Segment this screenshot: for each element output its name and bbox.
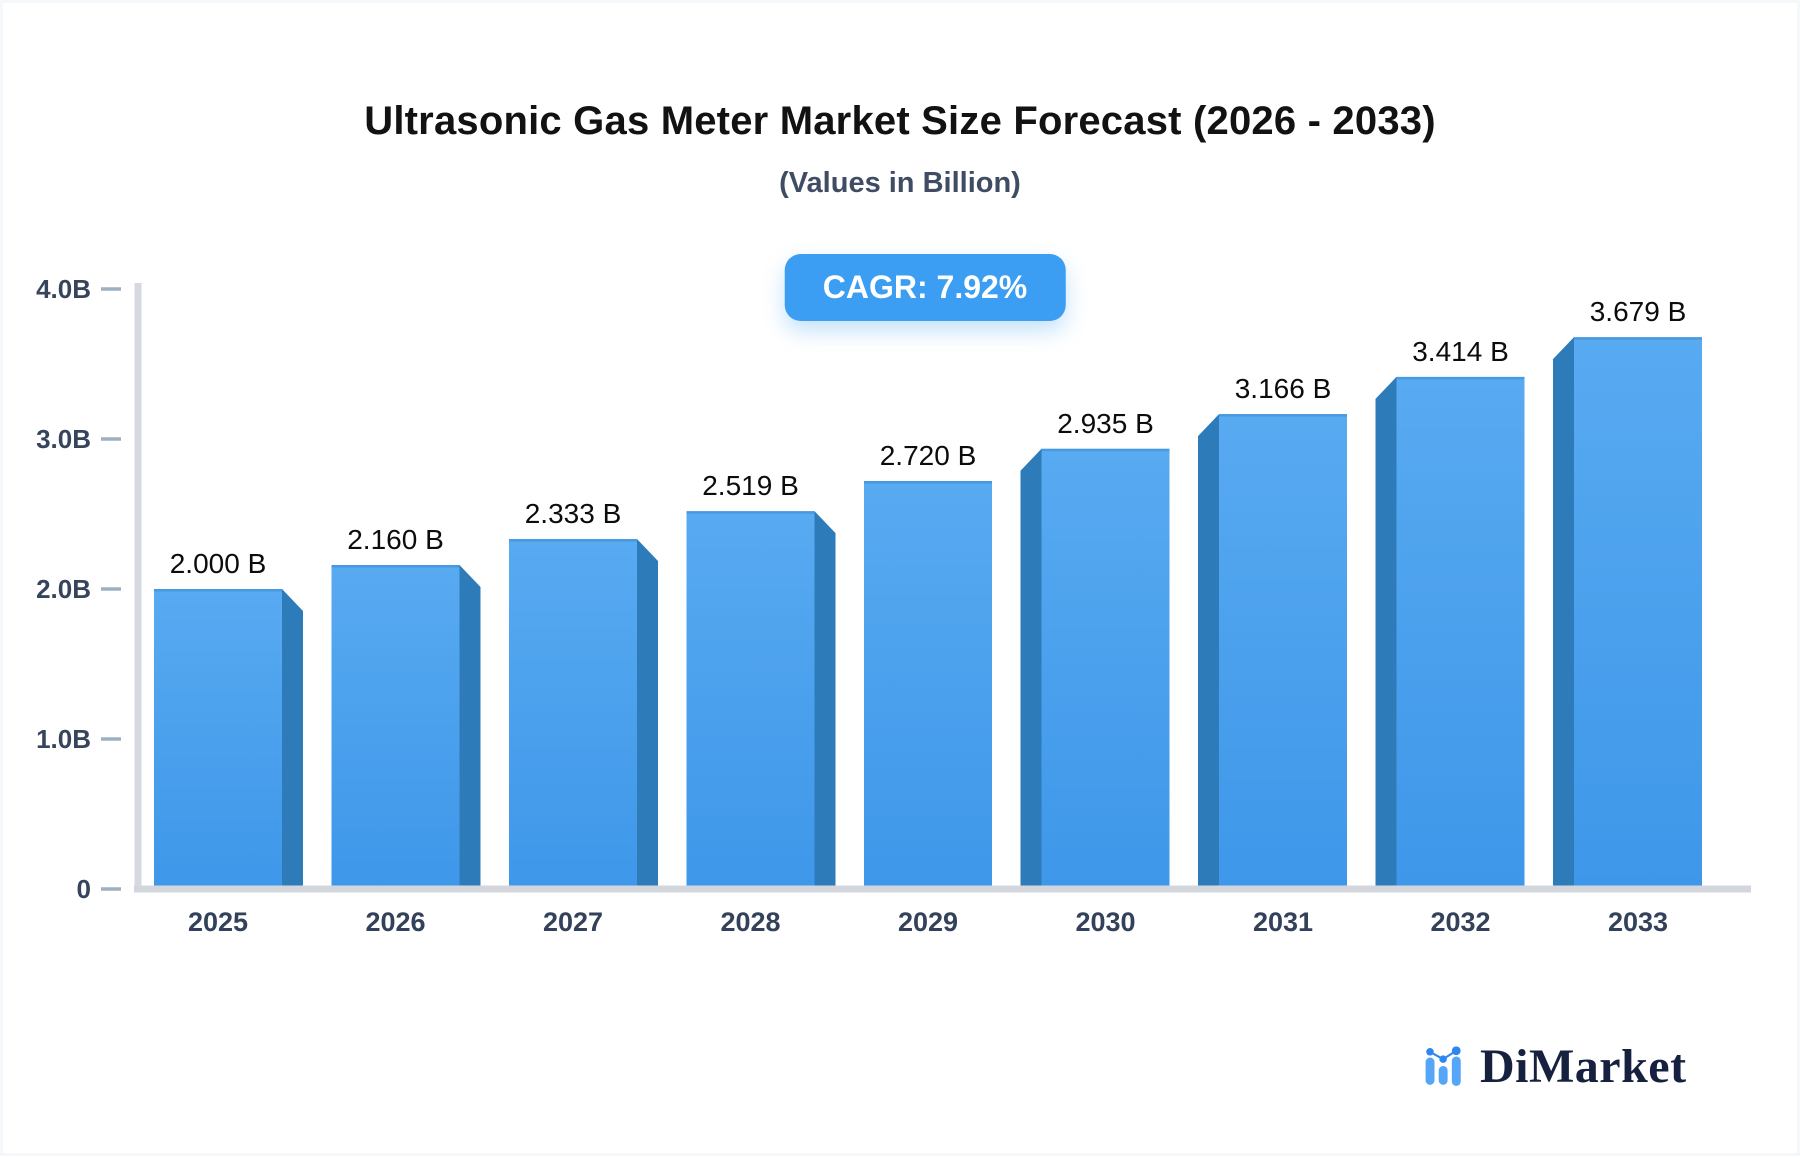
x-axis-label-2027: 2027 [543, 907, 603, 937]
bar-front-face [154, 589, 282, 889]
logo-dot-2 [1451, 1045, 1461, 1055]
bar-side-face [1198, 414, 1219, 889]
bar-side-face [1020, 448, 1042, 889]
bar-value-label: 3.166 B [1235, 373, 1332, 404]
bar-top-rim [686, 511, 815, 514]
x-axis-label-2030: 2030 [1075, 907, 1135, 937]
bar-chart-logo-icon [1425, 1045, 1461, 1086]
bar-side-face [282, 589, 303, 889]
x-axis-label-2033: 2033 [1608, 907, 1668, 937]
logo-bar-1 [1438, 1065, 1448, 1085]
bar-front-face [1041, 448, 1170, 889]
bar-2032: 3.414 B [1375, 336, 1525, 889]
bar-side-face [1553, 337, 1574, 889]
bar-front-face [509, 539, 637, 889]
bar-side-face [459, 565, 481, 889]
bar-value-label: 2.935 B [1057, 408, 1154, 439]
bar-2029: 2.720 B [864, 440, 992, 889]
x-axis-label-2028: 2028 [720, 907, 780, 937]
bar-value-label: 2.160 B [347, 524, 444, 555]
bar-front-face [1574, 337, 1702, 889]
chart-subtitle: (Values in Billion) [779, 167, 1021, 199]
bar-front-face [331, 565, 460, 889]
bar-2025: 2.000 B [154, 548, 303, 889]
bar-2027: 2.333 B [509, 498, 658, 889]
bar-top-rim [154, 589, 282, 592]
bar-side-face [814, 511, 836, 889]
y-tick-label-0: 0 [77, 874, 91, 904]
x-axis-label-2029: 2029 [898, 907, 958, 937]
bar-top-rim [864, 481, 992, 484]
x-axis-label-2026: 2026 [365, 907, 425, 937]
bar-top-rim [1219, 414, 1347, 417]
logo-dot-0 [1426, 1047, 1434, 1056]
bar-2031: 3.166 B [1198, 373, 1347, 889]
bar-top-rim [509, 539, 637, 542]
bar-front-face [686, 511, 815, 889]
dimarket-logo: DiMarket [1424, 1039, 1687, 1094]
bar-front-face [1396, 376, 1525, 889]
bar-top-rim [331, 565, 460, 568]
y-tick-label-4.0B: 4.0B [36, 274, 91, 304]
bar-side-face [1375, 376, 1397, 889]
bar-side-face [637, 539, 658, 889]
bar-value-label: 3.679 B [1590, 296, 1687, 327]
bar-value-label: 2.000 B [170, 548, 267, 579]
logo-dot-1 [1439, 1054, 1447, 1063]
bar-2028: 2.519 B [686, 470, 836, 889]
bar-top-rim [1041, 448, 1170, 452]
x-axis-label-2032: 2032 [1430, 907, 1490, 937]
chart-title: Ultrasonic Gas Meter Market Size Forecas… [364, 99, 1436, 143]
x-axis-label-2025: 2025 [188, 907, 248, 937]
bar-value-label: 3.414 B [1412, 336, 1509, 367]
bar-2030: 2.935 B [1020, 408, 1170, 889]
logo-bar-2 [1451, 1056, 1461, 1086]
forecast-bar-chart: 2.000 B 2025 2.160 B 2026 2.333 B 2027 2.519 B… [36, 274, 1751, 937]
bar-top-rim [1574, 337, 1702, 340]
cagr-badge: CAGR: 7.92% [784, 254, 1066, 321]
bar-value-label: 2.333 B [525, 498, 622, 529]
logo-bar-0 [1425, 1057, 1435, 1085]
x-axis-label-2031: 2031 [1253, 907, 1313, 937]
bar-front-face [864, 481, 992, 889]
bar-value-label: 2.519 B [702, 470, 799, 501]
y-tick-label-1.0B: 1.0B [36, 724, 91, 754]
bar-top-rim [1396, 376, 1525, 380]
bar-front-face [1219, 414, 1347, 889]
y-tick-label-2.0B: 2.0B [36, 574, 91, 604]
bar-2026: 2.160 B [331, 524, 481, 889]
logo-text: DiMarket [1480, 1040, 1687, 1093]
y-tick-label-3.0B: 3.0B [36, 424, 91, 454]
bar-2033: 3.679 B [1553, 296, 1702, 889]
bar-value-label: 2.720 B [880, 440, 977, 471]
